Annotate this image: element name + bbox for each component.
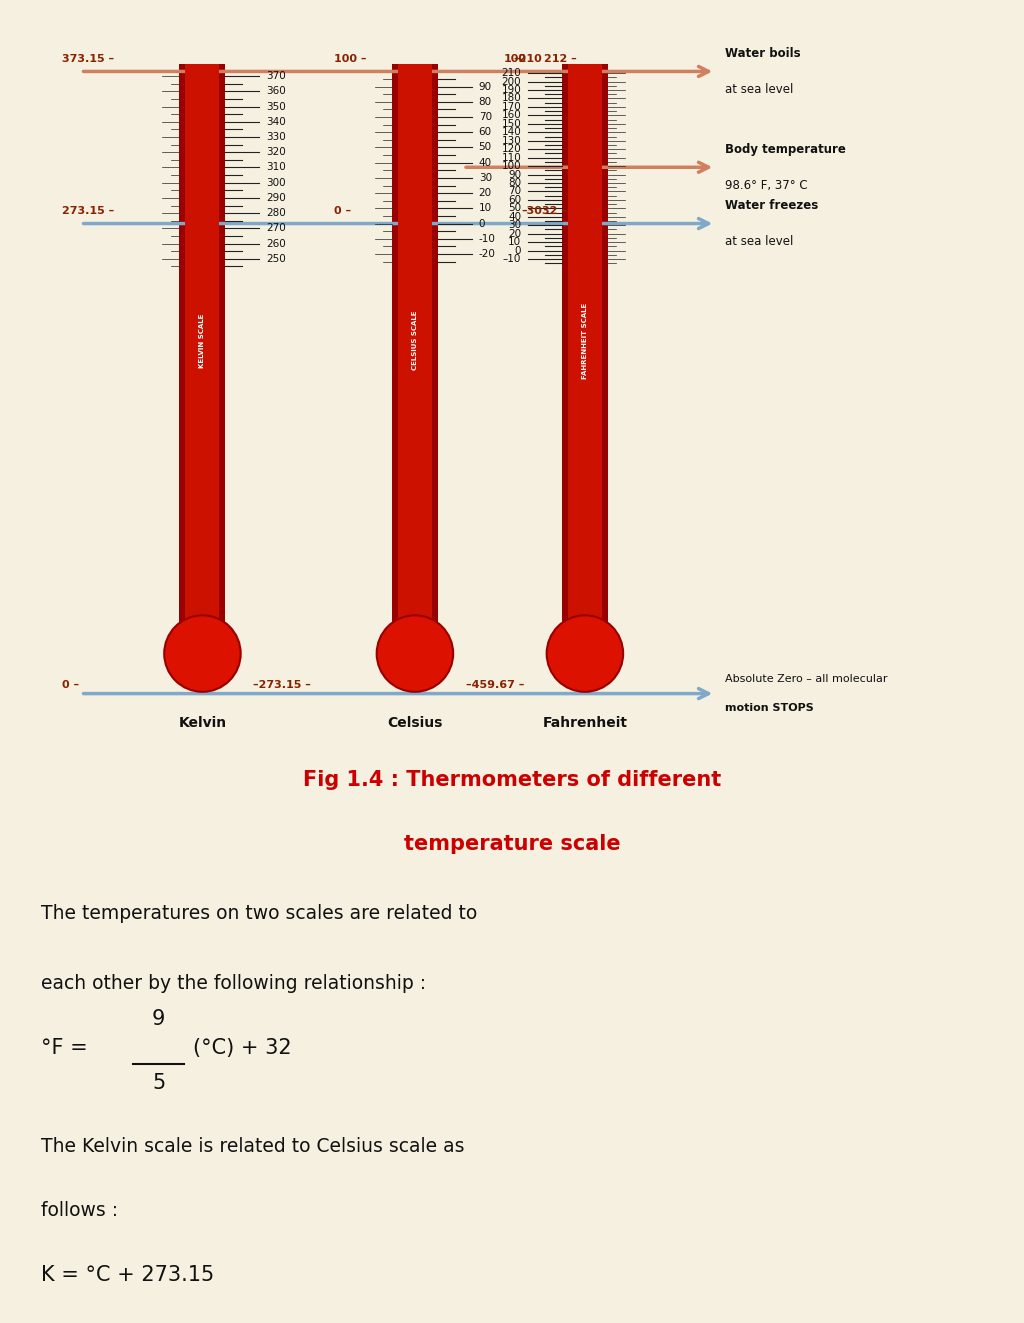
Text: FAHRENHEIT SCALE: FAHRENHEIT SCALE bbox=[582, 303, 588, 378]
Text: 320: 320 bbox=[266, 147, 286, 157]
Text: 40: 40 bbox=[508, 212, 521, 222]
Text: 212 –: 212 – bbox=[544, 54, 577, 64]
Text: 10: 10 bbox=[478, 204, 492, 213]
Ellipse shape bbox=[547, 615, 624, 692]
Text: The temperatures on two scales are related to: The temperatures on two scales are relat… bbox=[41, 904, 477, 923]
Text: Body temperature: Body temperature bbox=[725, 143, 846, 156]
Text: 300: 300 bbox=[266, 177, 286, 188]
Text: 50: 50 bbox=[478, 143, 492, 152]
Text: K = °C + 273.15: K = °C + 273.15 bbox=[41, 1265, 214, 1285]
Text: 160: 160 bbox=[502, 110, 521, 120]
Text: 100 –: 100 – bbox=[334, 54, 367, 64]
Text: 100: 100 bbox=[504, 54, 527, 64]
Text: 190: 190 bbox=[502, 85, 521, 95]
Text: 32 –: 32 – bbox=[543, 206, 567, 216]
Text: 270: 270 bbox=[266, 224, 286, 233]
Text: 280: 280 bbox=[266, 208, 286, 218]
Text: 20: 20 bbox=[508, 229, 521, 238]
Text: 360: 360 bbox=[266, 86, 286, 97]
Text: 5: 5 bbox=[153, 1073, 165, 1093]
Text: 80: 80 bbox=[508, 179, 521, 188]
Text: 0: 0 bbox=[478, 218, 485, 229]
Bar bbox=[562, 64, 608, 646]
Text: 70: 70 bbox=[508, 187, 521, 196]
Text: –459.67 –: –459.67 – bbox=[466, 680, 524, 691]
Text: –30: –30 bbox=[521, 206, 543, 216]
Text: 310: 310 bbox=[266, 163, 286, 172]
Text: 80: 80 bbox=[478, 97, 492, 107]
Text: Absolute Zero – all molecular: Absolute Zero – all molecular bbox=[725, 673, 888, 684]
Bar bbox=[392, 64, 438, 646]
Text: Fig 1.4 : Thermometers of different: Fig 1.4 : Thermometers of different bbox=[303, 770, 721, 790]
Text: 60: 60 bbox=[478, 127, 492, 138]
Text: 70: 70 bbox=[478, 112, 492, 122]
Text: 100: 100 bbox=[502, 161, 521, 171]
Text: 110: 110 bbox=[502, 152, 521, 163]
Text: 370: 370 bbox=[266, 71, 286, 81]
Text: –210: –210 bbox=[514, 54, 543, 64]
Text: 210: 210 bbox=[502, 67, 521, 78]
Text: 40: 40 bbox=[478, 157, 492, 168]
Text: 20: 20 bbox=[478, 188, 492, 198]
Text: Water boils: Water boils bbox=[725, 46, 801, 60]
Text: CELSIUS SCALE: CELSIUS SCALE bbox=[412, 311, 418, 370]
Text: follows :: follows : bbox=[41, 1201, 118, 1220]
Text: 98.6° F, 37° C: 98.6° F, 37° C bbox=[725, 179, 808, 192]
Text: motion STOPS: motion STOPS bbox=[725, 703, 814, 713]
Text: Celsius: Celsius bbox=[387, 716, 442, 730]
Text: each other by the following relationship :: each other by the following relationship… bbox=[41, 974, 426, 992]
Text: 50: 50 bbox=[508, 204, 521, 213]
Text: 9: 9 bbox=[152, 1009, 166, 1029]
Text: 350: 350 bbox=[266, 102, 286, 111]
Bar bbox=[179, 64, 225, 646]
Text: Fahrenheit: Fahrenheit bbox=[543, 716, 628, 730]
Text: 10: 10 bbox=[508, 237, 521, 247]
Text: 150: 150 bbox=[502, 119, 521, 128]
Text: temperature scale: temperature scale bbox=[403, 833, 621, 855]
Text: The Kelvin scale is related to Celsius scale as: The Kelvin scale is related to Celsius s… bbox=[41, 1136, 465, 1156]
Text: 200: 200 bbox=[502, 77, 521, 86]
Text: 0: 0 bbox=[515, 246, 521, 255]
Text: 180: 180 bbox=[502, 94, 521, 103]
Text: 30: 30 bbox=[508, 220, 521, 230]
Text: 373.15 –: 373.15 – bbox=[62, 54, 115, 64]
Text: 290: 290 bbox=[266, 193, 286, 202]
Text: 130: 130 bbox=[502, 136, 521, 146]
Text: –10: –10 bbox=[503, 254, 521, 265]
Text: 170: 170 bbox=[502, 102, 521, 112]
Text: 0 –: 0 – bbox=[334, 206, 351, 216]
Text: -10: -10 bbox=[478, 234, 496, 243]
Text: (°C) + 32: (°C) + 32 bbox=[193, 1037, 291, 1058]
Text: Kelvin: Kelvin bbox=[178, 716, 226, 730]
Text: 330: 330 bbox=[266, 132, 286, 142]
Ellipse shape bbox=[377, 615, 454, 692]
Text: 250: 250 bbox=[266, 254, 286, 263]
Text: –273.15 –: –273.15 – bbox=[254, 680, 311, 691]
Text: 140: 140 bbox=[502, 127, 521, 138]
Text: Water freezes: Water freezes bbox=[725, 198, 818, 212]
Bar bbox=[568, 64, 602, 643]
Text: at sea level: at sea level bbox=[725, 235, 794, 249]
Text: 90: 90 bbox=[478, 82, 492, 91]
Text: 60: 60 bbox=[508, 194, 521, 205]
Text: 120: 120 bbox=[502, 144, 521, 155]
Text: 30: 30 bbox=[478, 173, 492, 183]
Text: 0 –: 0 – bbox=[62, 680, 79, 691]
Bar bbox=[185, 64, 219, 643]
Text: at sea level: at sea level bbox=[725, 83, 794, 97]
Text: 260: 260 bbox=[266, 238, 286, 249]
Text: KELVIN SCALE: KELVIN SCALE bbox=[200, 314, 206, 368]
Text: °F =: °F = bbox=[41, 1037, 94, 1058]
Text: -20: -20 bbox=[478, 249, 496, 259]
Text: 340: 340 bbox=[266, 116, 286, 127]
Ellipse shape bbox=[164, 615, 241, 692]
Bar bbox=[398, 64, 432, 643]
Text: 90: 90 bbox=[508, 169, 521, 180]
Text: 273.15 –: 273.15 – bbox=[62, 206, 115, 216]
